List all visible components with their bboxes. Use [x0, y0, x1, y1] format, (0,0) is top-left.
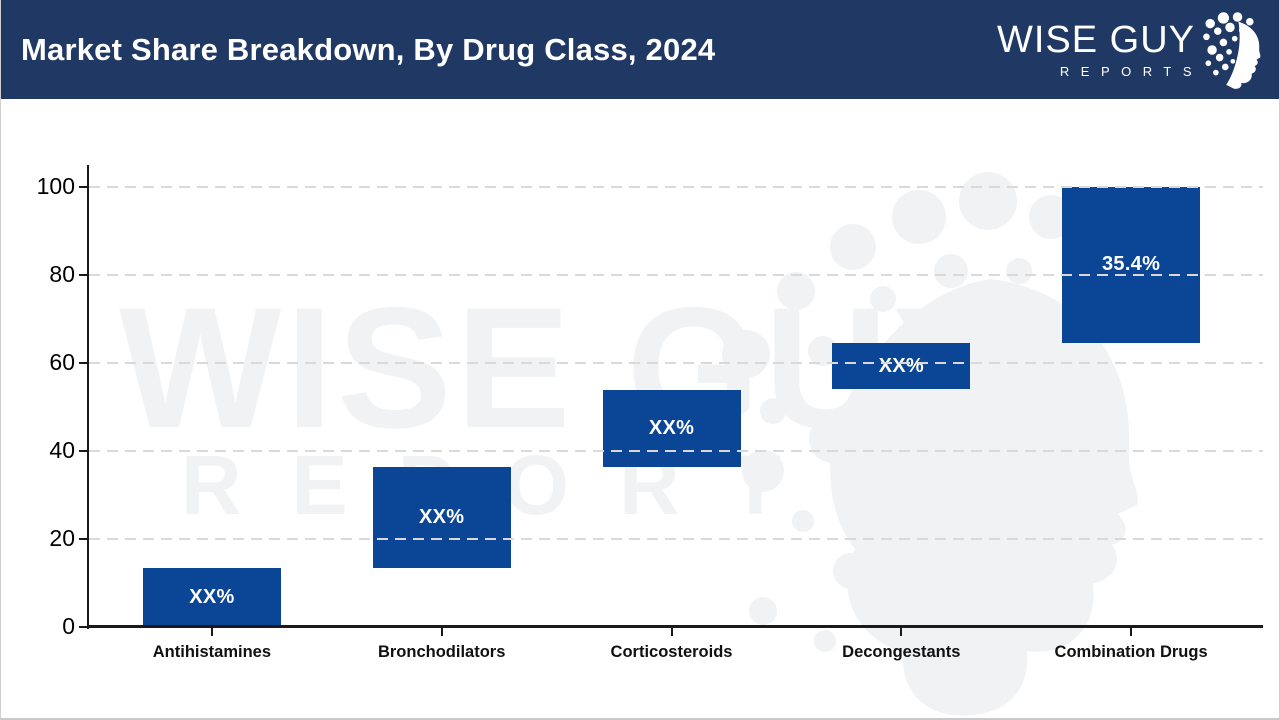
chart-body: WISE GUY REPORTS — [1, 99, 1279, 718]
x-tick-mark — [210, 628, 213, 636]
y-tick-mark — [79, 186, 87, 188]
gridline — [89, 450, 1263, 452]
gridline — [89, 274, 1263, 276]
y-tick-label: 20 — [49, 525, 75, 551]
bar-segment: XX% — [832, 343, 971, 390]
x-tick-mark — [440, 628, 443, 636]
bar-segment: XX% — [142, 568, 281, 627]
gridline — [89, 362, 1263, 364]
x-tick-label: Corticosteroids — [610, 643, 733, 661]
bar-value-label: XX% — [878, 354, 924, 377]
brand-name: WISE GUY — [996, 19, 1195, 61]
y-tick-label: 60 — [49, 349, 75, 375]
bar-value-label: XX% — [189, 586, 235, 608]
x-tick-mark — [1130, 628, 1133, 636]
bar-value-label: 35.4% — [1101, 253, 1161, 276]
bar-segment: 35.4% — [1062, 187, 1201, 343]
y-tick-label: 0 — [62, 613, 75, 639]
brand-head-icon — [1203, 11, 1261, 89]
y-tick-mark — [79, 362, 87, 364]
bar-segment: XX% — [602, 390, 741, 468]
y-tick-label: 100 — [36, 173, 75, 199]
gridline — [89, 186, 1263, 188]
x-axis-line — [87, 625, 1263, 628]
plot-area: 0 20 40 60 80 100 XX% Antihistamines XX% Bronchod… — [37, 165, 1263, 661]
y-tick-mark — [79, 626, 87, 628]
y-axis-line — [87, 165, 89, 629]
y-tick-label: 40 — [49, 437, 75, 463]
y-tick-mark — [79, 538, 87, 540]
brand-logo-text: WISE GUY REPORTS — [997, 21, 1195, 78]
brand-subtitle: REPORTS — [1059, 64, 1203, 79]
x-tick-mark — [900, 628, 903, 636]
y-tick-mark — [79, 450, 87, 452]
page-title: Market Share Breakdown, By Drug Class, 2… — [21, 31, 716, 67]
x-tick-label: Combination Drugs — [1054, 643, 1208, 661]
gridline — [89, 538, 1263, 540]
bar-value-label: XX% — [419, 506, 465, 529]
header: Market Share Breakdown, By Drug Class, 2… — [1, 0, 1279, 99]
x-tick-label: Decongestants — [842, 643, 961, 661]
brand-logo: WISE GUY REPORTS — [997, 9, 1263, 91]
x-tick-mark — [670, 628, 673, 636]
x-tick-label: Antihistamines — [152, 643, 272, 661]
bar-segment: XX% — [372, 467, 511, 569]
y-tick-label: 80 — [49, 261, 75, 287]
y-tick-mark — [79, 274, 87, 276]
bar-value-label: XX% — [648, 417, 695, 440]
x-tick-label: Bronchodilators — [377, 643, 506, 661]
